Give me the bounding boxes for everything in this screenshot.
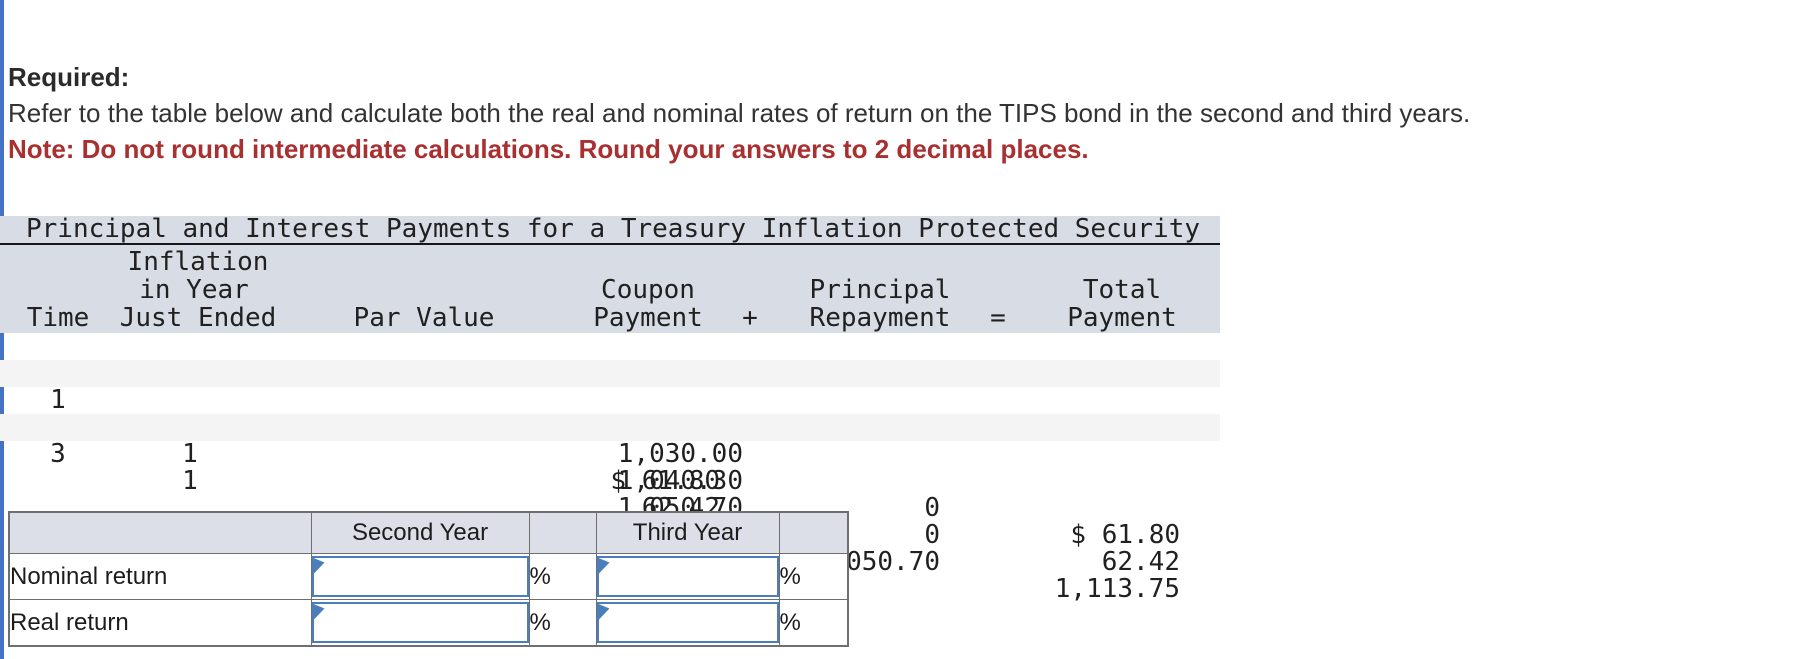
instruction-text: Refer to the table below and calculate b… bbox=[8, 98, 1471, 128]
header-total-1: Total bbox=[1082, 275, 1162, 305]
header-equals-sign: = bbox=[990, 303, 1006, 333]
header-principal-2: Repayment bbox=[809, 303, 951, 333]
nominal-second-year-input[interactable] bbox=[325, 558, 525, 595]
input-flag-icon bbox=[313, 558, 325, 574]
nominal-third-year-input[interactable] bbox=[610, 558, 775, 595]
header-inflation-2: in Year bbox=[139, 275, 249, 305]
input-flag-icon bbox=[598, 604, 610, 620]
tips-table-title: Principal and Interest Payments for a Tr… bbox=[0, 216, 1220, 245]
header-inflation-3: Just Ended bbox=[119, 303, 277, 333]
real-return-row: Real return % % bbox=[8, 599, 849, 647]
header-plus-sign: + bbox=[742, 303, 758, 333]
cell-principal: 0 bbox=[924, 520, 940, 550]
cell-coupon: $ 61.80 bbox=[610, 466, 720, 496]
tips-row-0: 0 $1,000.00 bbox=[0, 333, 1220, 441]
percent-label: % bbox=[778, 599, 849, 647]
tips-table-header: Time Inflation in Year Just Ended Par Va… bbox=[0, 245, 1220, 333]
percent-label: % bbox=[528, 599, 597, 647]
header-total-2: Payment bbox=[1067, 303, 1177, 333]
label-real-return: Real return bbox=[8, 599, 312, 647]
tips-payments-table: Principal and Interest Payments for a Tr… bbox=[0, 216, 1220, 603]
answer-table: Second Year Third Year Nominal return % … bbox=[8, 511, 849, 647]
cell-par: 1,030.00 bbox=[617, 439, 743, 469]
header-coupon-1: Coupon bbox=[601, 275, 695, 305]
tips-row-2: 2 1 1,040.30 62.42 0 62.42 bbox=[0, 387, 1220, 576]
cell-time: 3 bbox=[50, 439, 66, 469]
col-third-year: Third Year bbox=[595, 511, 780, 554]
header-inflation-1: Inflation bbox=[127, 247, 269, 277]
cell-total: 1,113.75 bbox=[1054, 574, 1180, 604]
header-par-value: Par Value bbox=[353, 303, 495, 333]
nominal-third-year-inputbox[interactable] bbox=[597, 556, 778, 597]
header-time: Time bbox=[26, 303, 90, 333]
nominal-second-year-inputbox[interactable] bbox=[312, 556, 528, 597]
cell-inflation: 1 bbox=[182, 439, 198, 469]
cell-inflation: 1 bbox=[182, 466, 198, 496]
label-nominal-return: Nominal return bbox=[8, 553, 312, 600]
answer-header-blank bbox=[778, 511, 849, 554]
note-text: Note: Do not round intermediate calculat… bbox=[8, 134, 1089, 164]
percent-label: % bbox=[528, 553, 597, 600]
real-third-year-input[interactable] bbox=[610, 604, 775, 641]
cell-par: 1,040.30 bbox=[617, 466, 743, 496]
cell-principal: 0 bbox=[924, 493, 940, 523]
real-second-year-input[interactable] bbox=[325, 604, 525, 641]
tips-row-1: 1 3% 1,030.00 $ 61.80 0 $ 61.80 bbox=[0, 360, 1220, 549]
nominal-return-row: Nominal return % % bbox=[8, 553, 849, 600]
col-second-year: Second Year bbox=[310, 511, 530, 554]
answer-header-blank bbox=[528, 511, 597, 554]
cell-time: 1 bbox=[50, 385, 66, 415]
percent-label: % bbox=[778, 553, 849, 600]
real-second-year-inputbox[interactable] bbox=[312, 602, 528, 643]
tips-row-3: 3 1 1,050.70 63.04 $ 1,050.70 1,113.75 bbox=[0, 414, 1220, 603]
input-flag-icon bbox=[598, 558, 610, 574]
input-flag-icon bbox=[313, 604, 325, 620]
cell-total: 62.42 bbox=[1101, 547, 1180, 577]
answer-header-blank bbox=[8, 511, 312, 554]
required-heading: Required: bbox=[8, 62, 130, 92]
question-prompt: Required: Refer to the table below and c… bbox=[8, 59, 1470, 167]
real-third-year-inputbox[interactable] bbox=[597, 602, 778, 643]
header-coupon-2: Payment bbox=[593, 303, 703, 333]
cell-total: $ 61.80 bbox=[1070, 520, 1180, 550]
header-principal-1: Principal bbox=[809, 275, 951, 305]
answer-header-row: Second Year Third Year bbox=[8, 511, 849, 554]
